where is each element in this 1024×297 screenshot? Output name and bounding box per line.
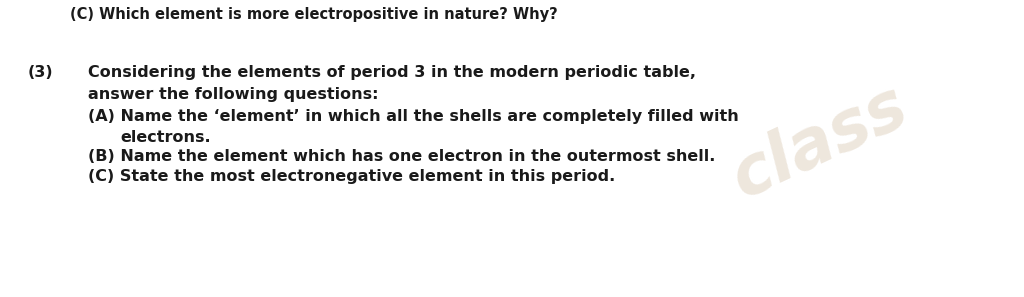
Text: (C) Which element is more electropositive in nature? Why?: (C) Which element is more electropositiv… [70,7,558,22]
Text: electrons.: electrons. [120,130,211,145]
Text: class: class [722,73,919,211]
Text: (A) Name the ‘element’ in which all the shells are completely filled with: (A) Name the ‘element’ in which all the … [88,109,738,124]
Text: (C) State the most electronegative element in this period.: (C) State the most electronegative eleme… [88,169,615,184]
Text: (B) Name the element which has one electron in the outermost shell.: (B) Name the element which has one elect… [88,149,716,164]
Text: (3): (3) [28,65,53,80]
Text: answer the following questions:: answer the following questions: [88,87,379,102]
Text: Considering the elements of period 3 in the modern periodic table,: Considering the elements of period 3 in … [88,65,696,80]
